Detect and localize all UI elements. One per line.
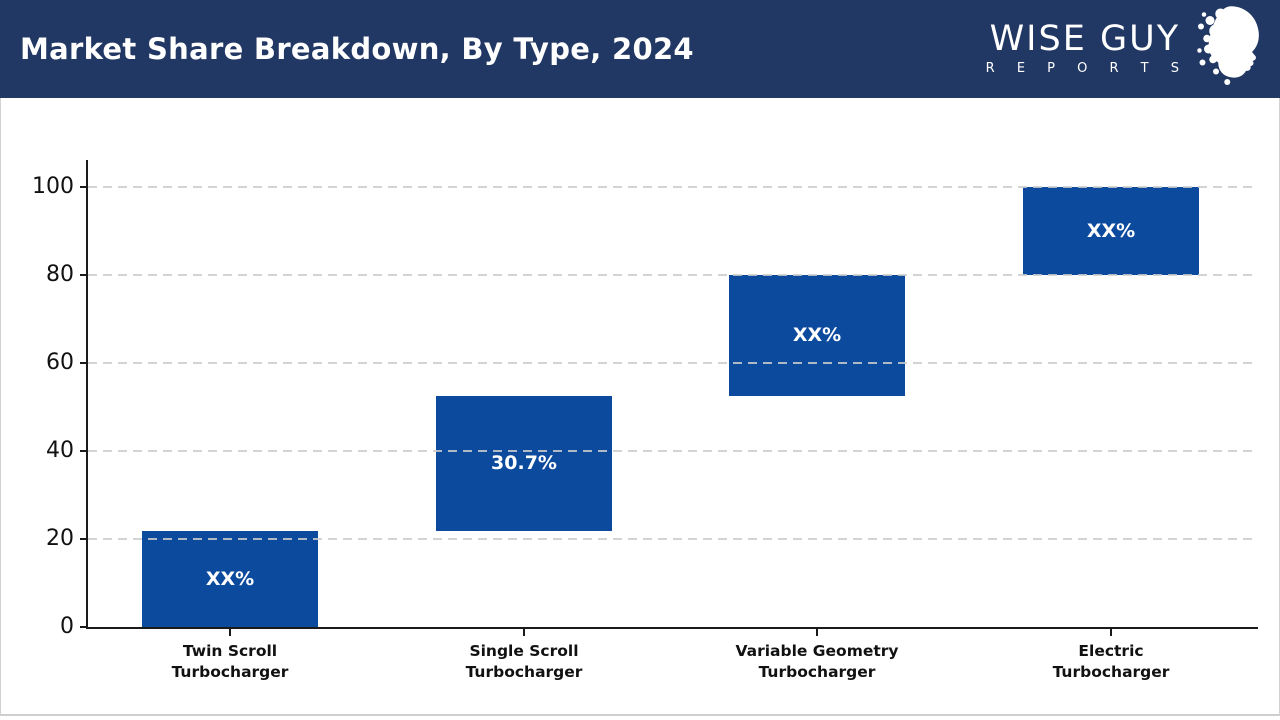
x-axis-category-line: Electric bbox=[1078, 642, 1144, 660]
bar-value-label: 30.7% bbox=[491, 452, 557, 475]
waterfall-bar-segment bbox=[436, 395, 612, 531]
x-axis-category-label: Electric Turbocharger bbox=[981, 641, 1241, 683]
y-gridline bbox=[88, 538, 1258, 540]
y-axis-tick-label: 80 bbox=[46, 262, 74, 287]
x-axis-category-line: Variable Geometry bbox=[735, 642, 899, 660]
brand-logo-text: WISE GUY R E P O R T S bbox=[982, 19, 1188, 77]
x-axis-category-line: Single Scroll bbox=[469, 642, 579, 660]
x-axis-category-line: Turbocharger bbox=[171, 662, 289, 681]
x-axis-tick-mark bbox=[1110, 629, 1112, 636]
y-axis-tick-mark bbox=[80, 186, 88, 188]
y-axis-tick-mark bbox=[80, 274, 88, 276]
brand-head-icon bbox=[1197, 6, 1259, 85]
y-axis-tick-mark bbox=[80, 538, 88, 540]
x-axis-category-line: Turbocharger bbox=[465, 662, 583, 681]
y-axis-line bbox=[86, 160, 88, 629]
x-axis-tick-mark bbox=[816, 629, 818, 636]
bar-value-label: XX% bbox=[205, 567, 255, 590]
x-axis-category-line: Turbocharger bbox=[1052, 662, 1170, 681]
x-axis-line bbox=[86, 627, 1258, 629]
bar-value-label: XX% bbox=[792, 324, 842, 347]
bottom-border-line bbox=[0, 714, 1280, 716]
header-bar: Market Share Breakdown, By Type, 2024 WI… bbox=[0, 0, 1280, 98]
x-axis-category-line: Twin Scroll bbox=[182, 642, 278, 660]
y-axis-tick-label: 20 bbox=[46, 526, 74, 551]
y-axis-tick-label: 100 bbox=[32, 174, 74, 199]
brand-name: WISE GUY bbox=[989, 19, 1181, 59]
y-axis-tick-label: 0 bbox=[60, 614, 74, 639]
y-axis-tick-label: 40 bbox=[46, 438, 74, 463]
x-axis-category-label: Single Scroll Turbocharger bbox=[394, 641, 654, 683]
x-axis-category-line: Turbocharger bbox=[758, 662, 876, 681]
y-gridline bbox=[88, 450, 1258, 452]
brand-logo: WISE GUY R E P O R T S bbox=[982, 0, 1270, 98]
x-axis-category-label: Twin Scroll Turbocharger bbox=[100, 641, 360, 683]
y-axis-tick-mark bbox=[80, 450, 88, 452]
y-gridline bbox=[88, 186, 1258, 188]
x-axis-category-label: Variable Geometry Turbocharger bbox=[687, 641, 947, 683]
x-axis-tick-mark bbox=[523, 629, 525, 636]
page-title: Market Share Breakdown, By Type, 2024 bbox=[20, 32, 694, 66]
y-gridline bbox=[88, 274, 1258, 276]
brand-subtitle: R E P O R T S bbox=[985, 61, 1188, 76]
waterfall-bar-segment bbox=[142, 530, 318, 627]
bar-value-label: XX% bbox=[1086, 220, 1136, 243]
y-axis-tick-mark bbox=[80, 626, 88, 628]
y-axis-tick-label: 60 bbox=[46, 350, 74, 375]
y-axis-tick-mark bbox=[80, 362, 88, 364]
waterfall-bar-segment bbox=[729, 275, 905, 396]
y-gridline bbox=[88, 362, 1258, 364]
x-axis-tick-mark bbox=[229, 629, 231, 636]
